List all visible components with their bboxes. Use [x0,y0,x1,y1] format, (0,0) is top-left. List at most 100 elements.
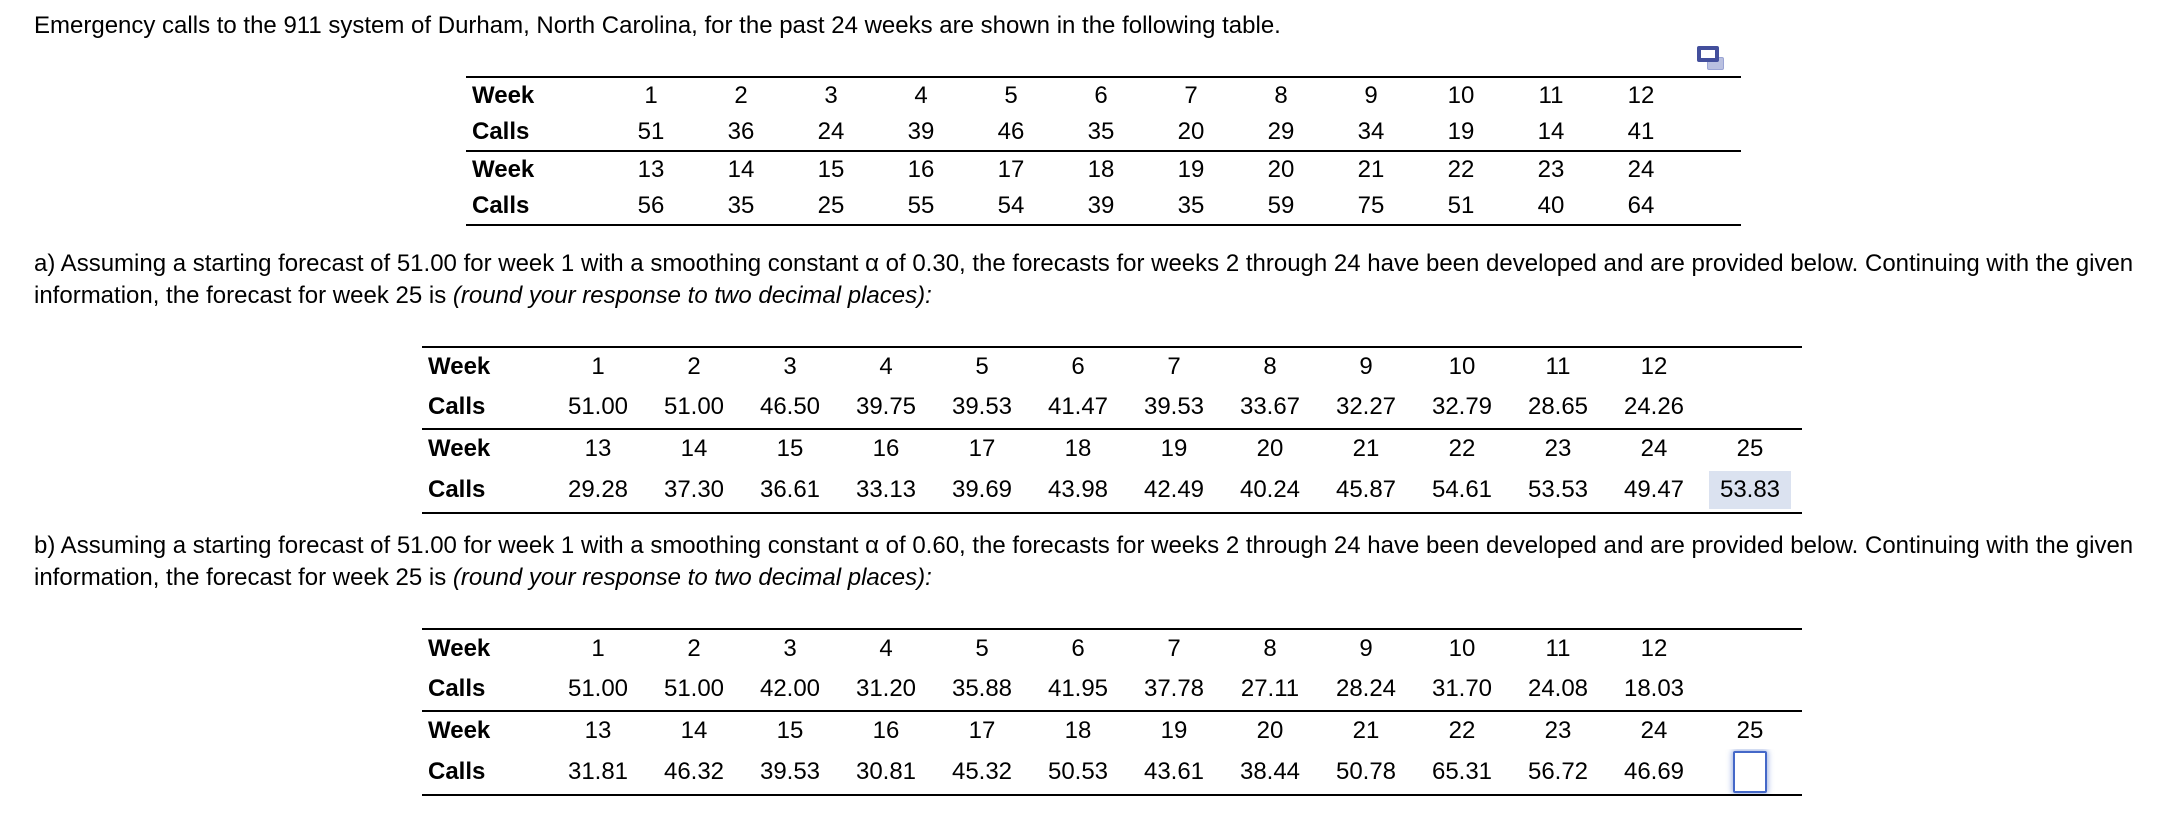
table-cell: 18.03 [1606,667,1702,712]
question-b-text: b) Assuming a starting forecast of 51.00… [34,532,2134,591]
table-cell: 24 [1640,716,1668,744]
table-cell: 18 [1064,716,1092,744]
table-cell: 18 [1064,434,1092,462]
table-cell: 21 [1357,156,1385,183]
table-cell: 56.72 [1527,757,1589,785]
table-cell: 4 [879,634,893,662]
table-cell: 21 [1352,716,1380,744]
table-cell: 53.53 [1527,475,1589,503]
table-cell: 25 [817,192,845,219]
table-cell: 54 [997,192,1025,219]
table-cell: 46.32 [663,757,725,785]
table-cell: 43.61 [1143,757,1205,785]
copy-table-icon-front [1697,46,1719,62]
table-cell: 24.08 [1510,667,1606,712]
table-cell: 10 [1448,634,1476,662]
spacer-cell [1798,429,1802,467]
table-cell: 22 [1448,434,1476,462]
table-cell: 3 [783,352,797,380]
table-cell: 9 [1364,82,1378,109]
question-b-rounding-note: (round your response to two decimal plac… [452,564,932,591]
table-cell: 17 [997,156,1025,183]
table-cell: 39.69 [951,475,1013,503]
answer-input[interactable] [1733,750,1767,793]
row-label: Week [428,716,491,744]
copy-table-icon[interactable] [1697,46,1729,74]
table-cell: 5 [975,634,989,662]
table-cell: 1 [591,352,605,380]
table-cell: 11 [1545,352,1571,380]
table-cell: 12 [1640,352,1668,380]
table-cell: 13 [584,434,612,462]
spacer-cell [1798,629,1802,667]
table-cell: 31.20 [838,667,934,712]
table-cell: 17 [968,716,996,744]
table-cell: 24.26 [1606,385,1702,430]
table-cell: 13 [637,156,665,183]
table-row: Week 1 2 3 4 5 6 7 8 9 10 11 12 [422,347,1802,385]
table-cell: 30.81 [855,757,917,785]
table-row: Week 13 14 15 16 17 18 19 20 21 22 23 24 25 [422,429,1802,467]
spacer-cell [1686,77,1741,114]
table-cell: 18 [1087,156,1115,183]
table-row: Week 13 14 15 16 17 18 19 20 21 22 23 24 [466,151,1741,188]
table-cell: 22 [1448,716,1476,744]
table-cell: 40 [1537,192,1565,219]
table-row: Calls 51.00 51.00 42.00 31.20 35.88 41.95 37.78… [422,667,1802,712]
table-cell: 6 [1094,82,1108,109]
row-label: Calls [422,385,550,430]
table-row: Week 1 2 3 4 5 6 7 8 9 10 11 12 [422,629,1802,667]
table-cell [1702,347,1798,385]
table-cell: 19 [1416,114,1506,152]
table-cell: 6 [1071,634,1085,662]
table-cell: 51.00 [550,385,646,430]
table-cell: 39.75 [838,385,934,430]
table-cell: 16 [907,156,935,183]
table-cell: 14 [680,434,708,462]
spacer-cell [1798,711,1802,749]
table-cell: 15 [776,716,804,744]
table-cell: 25 [1736,716,1764,744]
table-cell: 35.88 [934,667,1030,712]
table-cell: 11 [1545,634,1571,662]
row-label: Calls [428,757,486,785]
table-cell [1702,667,1798,712]
table-cell: 75 [1357,192,1385,219]
table-cell: 15 [776,434,804,462]
table-cell: 35 [1056,114,1146,152]
table-row: Week 1 2 3 4 5 6 7 8 9 10 11 12 [466,77,1741,114]
row-label: Week [428,434,491,462]
question-a: a) Assuming a starting forecast of 51.00… [34,248,2166,312]
table-cell: 37.78 [1126,667,1222,712]
table-cell: 8 [1263,352,1277,380]
table-cell: 28.24 [1318,667,1414,712]
table-cell: 36 [696,114,786,152]
table-cell: 4 [879,352,893,380]
row-label: Week [428,634,491,662]
table-cell: 13 [584,716,612,744]
table-cell: 11 [1538,82,1564,109]
table-cell: 29 [1236,114,1326,152]
table-cell: 35 [727,192,755,219]
spacer-cell [1686,114,1741,152]
table-cell: 14 [680,716,708,744]
table-cell: 53.83 [1702,467,1798,513]
table-cell: 10 [1447,82,1475,109]
forecast-table-a: Week 1 2 3 4 5 6 7 8 9 10 11 12 Calls 51.00 51.00 46.50 3… [422,346,1802,514]
table-cell: 31.70 [1414,667,1510,712]
table-cell: 41 [1596,114,1686,152]
spacer-cell [1686,188,1741,225]
table-cell: 50.53 [1047,757,1109,785]
table-cell: 51.00 [646,385,742,430]
table-cell: 51.00 [646,667,742,712]
table-cell: 29.28 [567,475,629,503]
table-cell: 50.78 [1335,757,1397,785]
table-cell: 37.30 [663,475,725,503]
table-cell: 36.61 [759,475,821,503]
table-cell [1702,629,1798,667]
table-cell: 38.44 [1239,757,1301,785]
table-cell: 56 [637,192,665,219]
table-cell: 8 [1274,82,1288,109]
table-cell: 9 [1359,634,1373,662]
table-cell: 40.24 [1239,475,1301,503]
